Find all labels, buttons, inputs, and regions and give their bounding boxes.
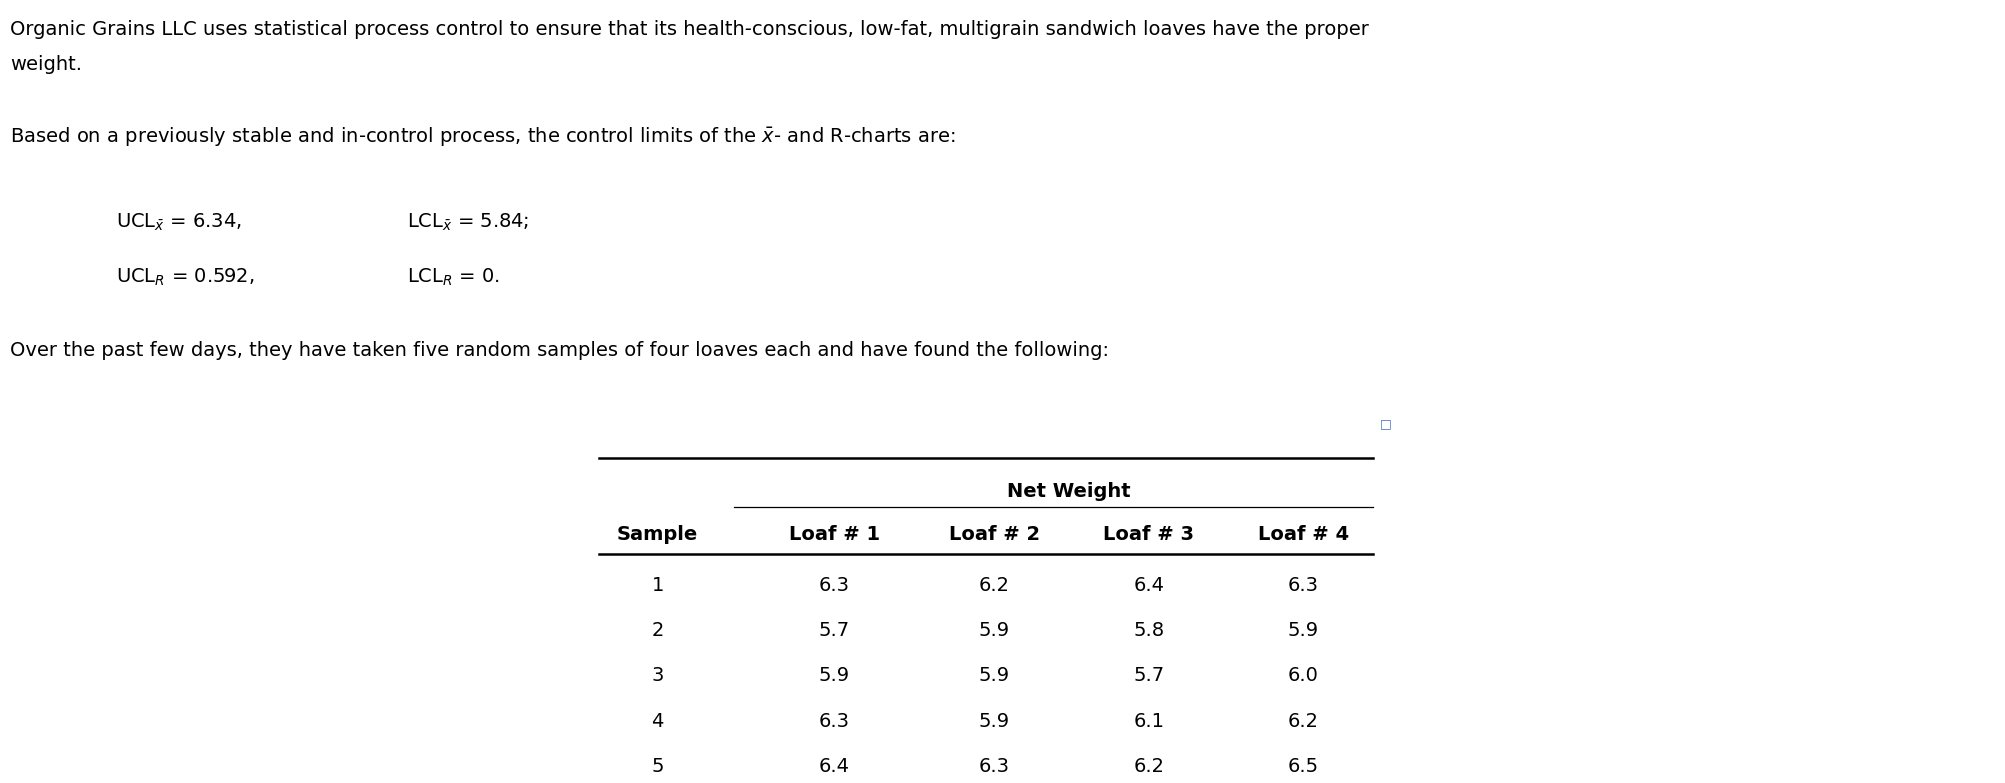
Text: 6.0: 6.0 (1287, 666, 1319, 685)
Text: 5.9: 5.9 (978, 666, 1011, 685)
Text: 6.3: 6.3 (818, 576, 850, 594)
Text: Organic Grains LLC uses statistical process control to ensure that its health-co: Organic Grains LLC uses statistical proc… (10, 20, 1369, 38)
Text: $\mathrm{LCL}_{R}$ = 0.: $\mathrm{LCL}_{R}$ = 0. (407, 266, 499, 287)
Text: 4: 4 (652, 712, 664, 731)
Text: 6.4: 6.4 (1133, 576, 1165, 594)
Text: 1: 1 (652, 576, 664, 594)
Text: 6.3: 6.3 (818, 712, 850, 731)
Text: Loaf # 4: Loaf # 4 (1257, 525, 1349, 543)
Text: 5.7: 5.7 (1133, 666, 1165, 685)
Text: 6.3: 6.3 (1287, 576, 1319, 594)
Text: $\mathrm{UCL}_{\bar{x}}$ = 6.34,: $\mathrm{UCL}_{\bar{x}}$ = 6.34, (116, 211, 243, 233)
Text: weight.: weight. (10, 55, 82, 74)
Text: □: □ (1379, 417, 1391, 431)
Text: 5.9: 5.9 (818, 666, 850, 685)
Text: 5.9: 5.9 (1287, 621, 1319, 640)
Text: Loaf # 2: Loaf # 2 (948, 525, 1041, 543)
Text: 6.2: 6.2 (978, 576, 1011, 594)
Text: $\mathrm{LCL}_{\bar{x}}$ = 5.84;: $\mathrm{LCL}_{\bar{x}}$ = 5.84; (407, 211, 529, 233)
Text: Net Weight: Net Weight (1007, 482, 1131, 500)
Text: 5: 5 (652, 757, 664, 776)
Text: Based on a previously stable and in-control process, the control limits of the $: Based on a previously stable and in-cont… (10, 125, 956, 148)
Text: Loaf # 1: Loaf # 1 (788, 525, 880, 543)
Text: 6.4: 6.4 (818, 757, 850, 776)
Text: 5.8: 5.8 (1133, 621, 1165, 640)
Text: 6.5: 6.5 (1287, 757, 1319, 776)
Text: 6.2: 6.2 (1287, 712, 1319, 731)
Text: 6.3: 6.3 (978, 757, 1011, 776)
Text: 3: 3 (652, 666, 664, 685)
Text: $\mathrm{UCL}_{R}$ = 0.592,: $\mathrm{UCL}_{R}$ = 0.592, (116, 266, 255, 287)
Text: 5.9: 5.9 (978, 712, 1011, 731)
Text: 6.2: 6.2 (1133, 757, 1165, 776)
Text: Sample: Sample (618, 525, 698, 543)
Text: Over the past few days, they have taken five random samples of four loaves each : Over the past few days, they have taken … (10, 341, 1109, 359)
Text: 5.7: 5.7 (818, 621, 850, 640)
Text: 2: 2 (652, 621, 664, 640)
Text: 6.1: 6.1 (1133, 712, 1165, 731)
Text: 5.9: 5.9 (978, 621, 1011, 640)
Text: Loaf # 3: Loaf # 3 (1103, 525, 1195, 543)
